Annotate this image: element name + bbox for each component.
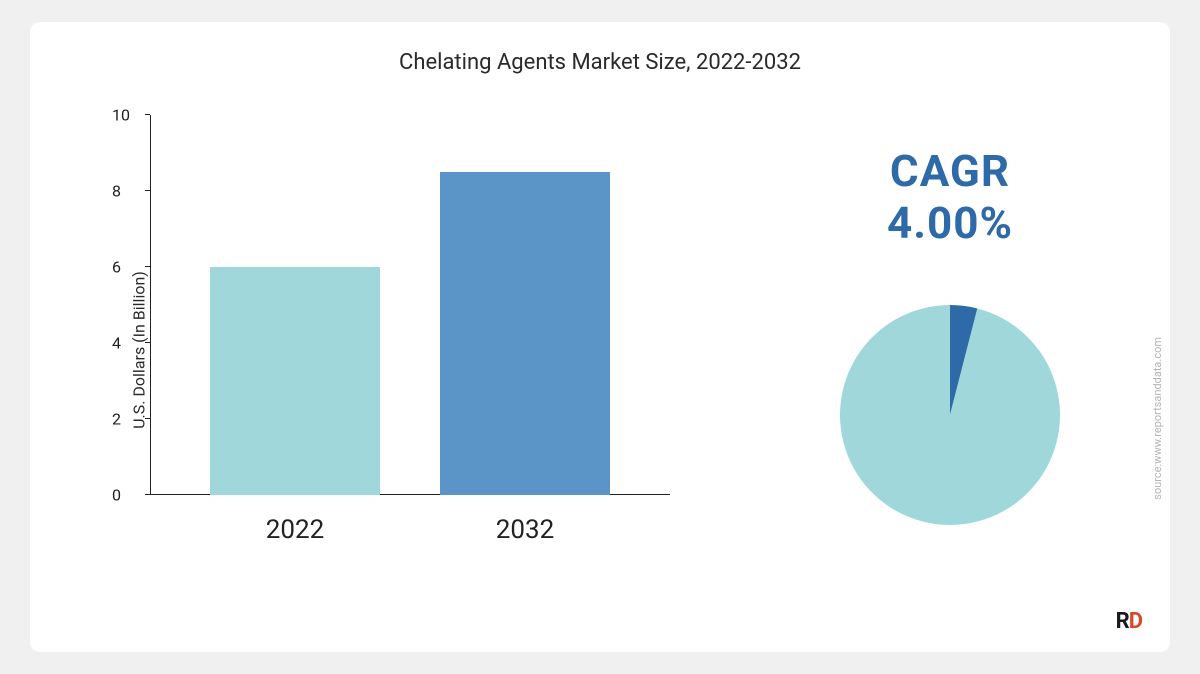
- logo-letter-d: D: [1129, 609, 1142, 634]
- y-tick-mark: [145, 342, 150, 343]
- bar: [440, 172, 610, 495]
- x-tick-label: 2022: [266, 515, 324, 545]
- logo-letter-r: R: [1116, 609, 1129, 634]
- y-axis-label: U.S. Dollars (In Billion): [129, 271, 148, 429]
- bar-chart-area: U.S. Dollars (In Billion) 02468102022203…: [90, 85, 730, 615]
- y-tick-label: 0: [112, 486, 121, 505]
- bar-chart-plot: 024681020222032: [150, 115, 670, 495]
- x-tick-label: 2032: [496, 515, 554, 545]
- y-tick-mark: [145, 266, 150, 267]
- brand-logo: RD: [1116, 609, 1142, 634]
- y-tick-label: 10: [112, 106, 130, 125]
- cagr-value: 4.00%: [887, 197, 1013, 249]
- bar: [210, 267, 380, 495]
- y-tick-label: 6: [112, 258, 121, 277]
- pie-slice: [840, 305, 1060, 525]
- y-tick-mark: [145, 418, 150, 419]
- y-tick-label: 2: [112, 410, 121, 429]
- cagr-block: CAGR 4.00%: [887, 145, 1013, 249]
- content-row: U.S. Dollars (In Billion) 02468102022203…: [30, 85, 1170, 615]
- chart-title: Chelating Agents Market Size, 2022-2032: [30, 50, 1170, 75]
- chart-card: Chelating Agents Market Size, 2022-2032 …: [30, 22, 1170, 652]
- y-axis-line: [150, 115, 151, 495]
- y-tick-mark: [145, 114, 150, 115]
- pie-chart: [840, 305, 1060, 529]
- pie-svg: [840, 305, 1060, 525]
- right-panel: CAGR 4.00%: [730, 85, 1170, 615]
- y-tick-mark: [145, 494, 150, 495]
- y-tick-mark: [145, 190, 150, 191]
- cagr-label: CAGR: [887, 145, 1013, 197]
- y-tick-label: 8: [112, 182, 121, 201]
- source-attribution: source:www.reportsanddata.com: [1152, 337, 1165, 500]
- y-tick-label: 4: [112, 334, 121, 353]
